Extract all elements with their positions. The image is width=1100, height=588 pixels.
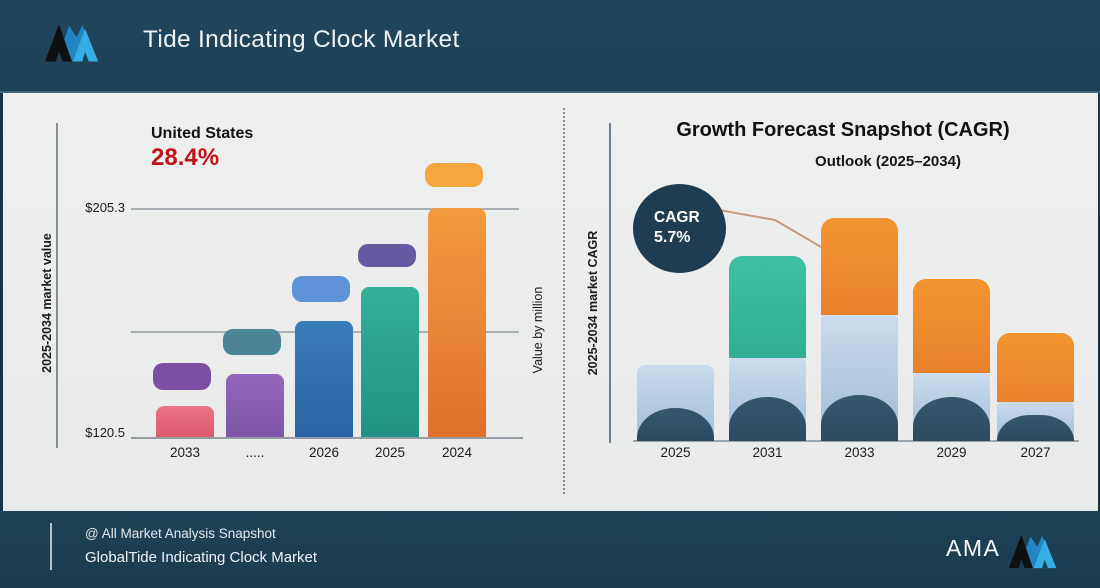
x-tick-2031: 2031 [752,445,783,460]
y-tick-120: $120.5 [85,425,125,440]
right-y-axis-title: 2025-2034 market CAGR [586,230,600,376]
cagr-badge-value: 5.7% [654,229,691,247]
x-tick-2024: 2024 [441,445,473,460]
x-tick-.....: ..... [245,445,265,460]
x-tick-2027: 2027 [1020,445,1051,460]
header: Tide Indicating Clock Market [0,0,1100,93]
bar-2033 [156,406,214,437]
segment-top-2031 [729,256,806,358]
bar-2026 [295,321,353,437]
right-y-axis-line [609,123,611,443]
bar-cap-2026 [292,276,350,302]
segment-top-2027 [997,333,1074,402]
x-tick-2033: 2033 [169,445,201,460]
bar-2025 [361,287,419,437]
share-percentage: 28.4% [151,144,220,171]
page-title: Tide Indicating Clock Market [143,26,460,53]
footer: @ All Market Analysis Snapshot GlobalTid… [0,511,1100,588]
value-unit-label: Value by million [531,286,545,374]
bar-cap-..... [223,329,281,355]
y-tick-205: $205.3 [85,200,125,215]
segment-base-2031 [729,397,806,441]
footer-note: @ All Market Analysis Snapshot [85,526,276,541]
footer-brand-text: AMA [946,535,1001,561]
footer-source: GlobalTide Indicating Clock Market [85,549,318,566]
ama-logo-icon [44,24,99,62]
footer-divider-line [50,523,52,570]
bar-cap-2025 [358,244,416,267]
segment-top-2029 [913,279,990,373]
bar-2024 [428,208,486,437]
segment-base-2029 [913,397,990,441]
panel-divider [563,108,565,494]
bar-..... [226,374,284,437]
left-y-axis-line [56,123,58,448]
x-tick-2025: 2025 [660,445,691,460]
x-tick-2033: 2033 [844,445,875,460]
right-chart-subtitle: Outlook (2025–2034) [815,153,961,170]
cagr-badge-label: CAGR [654,209,700,227]
segment-top-2033 [821,218,898,315]
cagr-badge: CAGR 5.7% [633,184,726,273]
x-tick-2026: 2026 [308,445,340,460]
gridline-upper [131,208,519,210]
x-tick-2025: 2025 [374,445,406,460]
region-label: United States [151,125,254,142]
right-chart-title: Growth Forecast Snapshot (CAGR) [676,119,1010,141]
bar-cap-2024 [425,163,483,187]
infographic-body: 2025-2034 market value United States 28.… [3,93,1098,511]
ama-logo-icon [1008,534,1057,569]
left-x-axis-line [131,437,523,439]
segment-base-2033 [821,395,898,441]
left-y-axis-title: 2025-2034 market value [40,233,54,373]
x-tick-2029: 2029 [936,445,967,460]
bar-cap-2033 [153,363,211,390]
